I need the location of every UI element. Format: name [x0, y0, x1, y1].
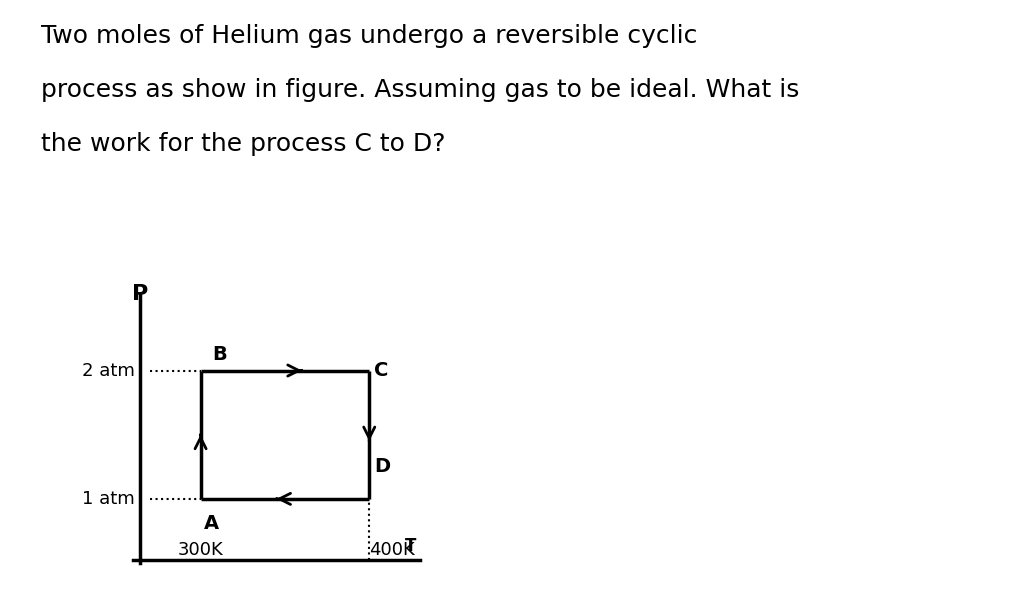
- Text: Two moles of Helium gas undergo a reversible cyclic: Two moles of Helium gas undergo a revers…: [41, 24, 697, 48]
- Text: 1 atm: 1 atm: [82, 490, 135, 508]
- Text: C: C: [375, 361, 389, 380]
- Text: T: T: [404, 537, 416, 555]
- Text: P: P: [132, 284, 148, 304]
- Text: A: A: [204, 515, 219, 533]
- Text: B: B: [212, 345, 227, 364]
- Text: 400K: 400K: [370, 541, 415, 559]
- Text: the work for the process C to D?: the work for the process C to D?: [41, 132, 445, 156]
- Text: 300K: 300K: [178, 541, 223, 559]
- Text: D: D: [375, 457, 390, 476]
- Text: process as show in figure. Assuming gas to be ideal. What is: process as show in figure. Assuming gas …: [41, 78, 800, 102]
- Text: 2 atm: 2 atm: [82, 362, 135, 380]
